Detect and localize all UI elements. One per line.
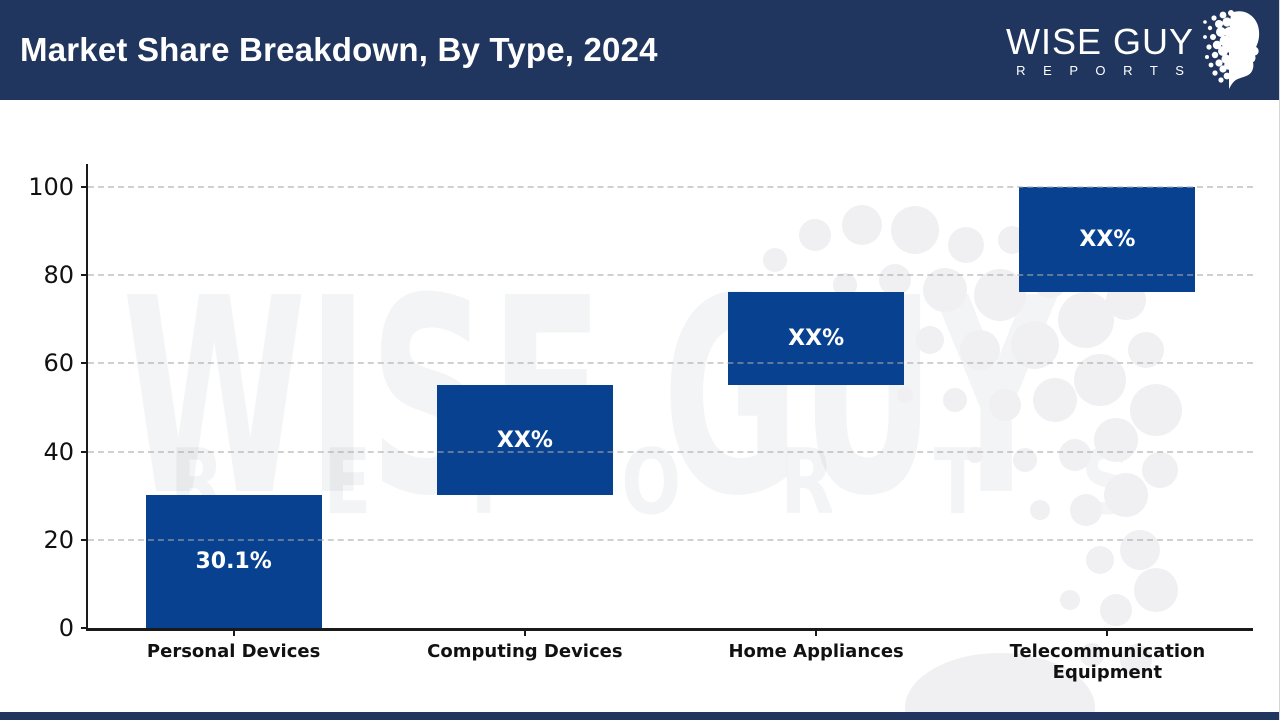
x-tick-label: Home Appliances: [728, 641, 904, 662]
bar-personal-devices: 30.1%: [145, 495, 322, 628]
x-axis-line: [86, 628, 1253, 631]
gridline: [88, 538, 1253, 541]
y-tick-mark: [81, 362, 88, 365]
gridline: [88, 362, 1253, 365]
logo-text: WISE GUY R E P O R T S: [1005, 20, 1194, 78]
logo-head-icon: [1203, 10, 1260, 89]
logo-wordmark: WISE GUY: [1005, 20, 1194, 62]
y-axis-line: [86, 164, 88, 630]
bar-computing-devices: XX%: [436, 385, 613, 496]
logo-subtitle: R E P O R T S: [1016, 62, 1191, 78]
chart-title: Market Share Breakdown, By Type, 2024: [20, 31, 658, 68]
y-tick-label: 20: [43, 525, 74, 554]
y-tick-label: 100: [28, 173, 74, 201]
y-tick-label: 0: [58, 614, 74, 642]
y-tick-label: 60: [43, 349, 74, 378]
y-tick-mark: [81, 186, 88, 188]
y-tick-label: 40: [43, 437, 74, 466]
bar-value-label: XX%: [1079, 226, 1136, 252]
bar-value-label: 30.1%: [195, 549, 272, 575]
y-tick-mark: [81, 274, 88, 277]
bar-home-appliances: XX%: [728, 291, 905, 386]
y-tick-mark: [81, 538, 88, 541]
gridline: [88, 186, 1253, 188]
x-tick-mark: [523, 629, 526, 636]
x-tick-mark: [1106, 629, 1109, 636]
x-tick-mark: [815, 629, 818, 636]
y-tick-mark: [81, 627, 88, 629]
report-header: Market Share Breakdown, By Type, 2024 WI…: [0, 0, 1279, 100]
x-tick-mark: [232, 629, 235, 636]
footer-bar: [0, 712, 1279, 720]
x-tick-label: Personal Devices: [146, 641, 321, 662]
y-tick-label: 80: [43, 261, 74, 290]
x-tick-label: Telecommunication Equipment: [1009, 641, 1206, 684]
gridline: [88, 450, 1253, 453]
bar-value-label: XX%: [496, 427, 553, 453]
wiseguy-logo: WISE GUY R E P O R T S: [1006, 7, 1264, 93]
y-tick-mark: [81, 450, 88, 453]
gridline: [88, 274, 1253, 277]
bar-value-label: XX%: [788, 325, 845, 351]
x-tick-label: Computing Devices: [427, 641, 623, 662]
